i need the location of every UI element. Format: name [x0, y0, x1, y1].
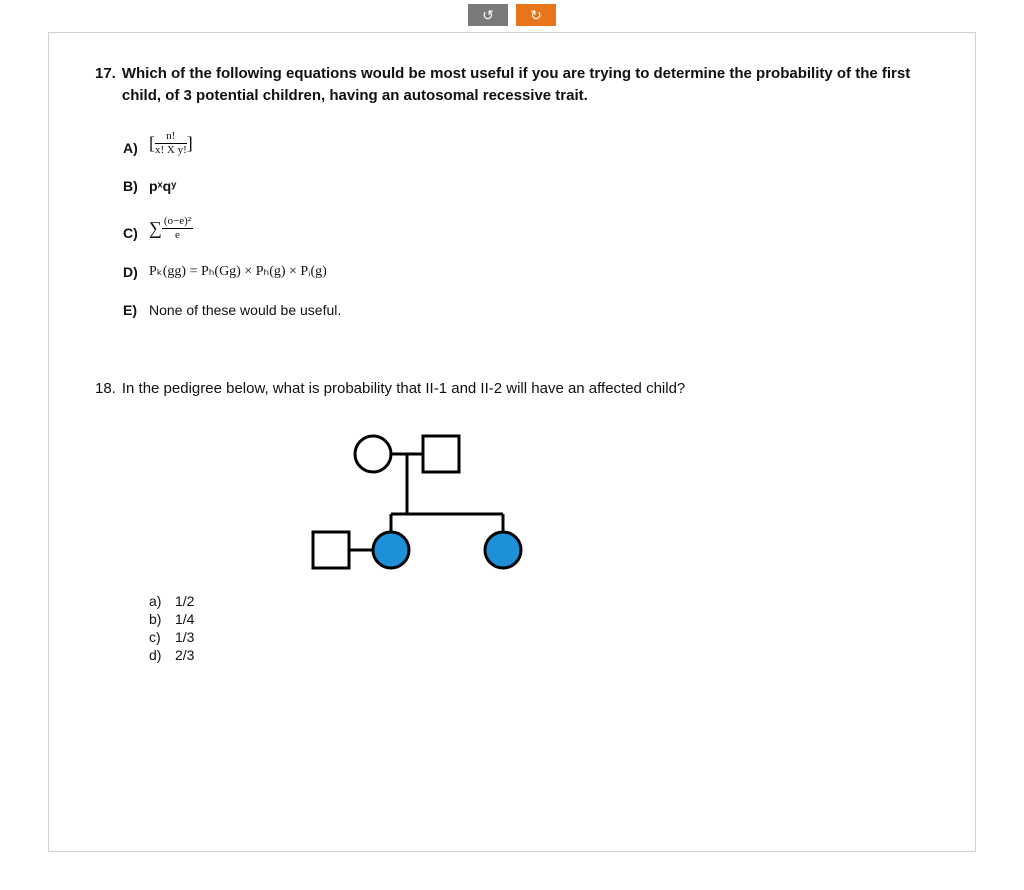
undo-icon: ↺ — [482, 7, 494, 24]
q17-option-a[interactable]: A) [n!x! X y!] — [123, 131, 915, 156]
question-18: 18. In the pedigree below, what is proba… — [95, 378, 915, 664]
q18-option-c[interactable]: c) 1/3 — [149, 629, 915, 645]
option-label: E) — [123, 302, 149, 318]
q18-options: a) 1/2 b) 1/4 c) 1/3 d) 2/3 — [149, 593, 915, 663]
option-label: B) — [123, 178, 149, 194]
q17-text: Which of the following equations would b… — [122, 63, 915, 107]
option-label: A) — [123, 140, 149, 156]
option-label: b) — [149, 611, 175, 627]
q18-number: 18. — [95, 378, 116, 401]
option-label: d) — [149, 647, 175, 663]
q18-option-a[interactable]: a) 1/2 — [149, 593, 915, 609]
option-body: ∑(o−e)²e — [149, 216, 193, 241]
page: 17. Which of the following equations wou… — [48, 32, 976, 852]
redo-icon: ↻ — [530, 7, 542, 24]
option-label: D) — [123, 264, 149, 280]
q17-stem: 17. Which of the following equations wou… — [95, 63, 915, 107]
q17-number: 17. — [95, 63, 116, 107]
q17-option-b[interactable]: B) pˣqʸ — [123, 178, 915, 194]
option-body: 1/2 — [175, 593, 194, 609]
q17-option-e[interactable]: E) None of these would be useful. — [123, 302, 915, 318]
q18-text: In the pedigree below, what is probabili… — [122, 378, 685, 401]
q18-option-d[interactable]: d) 2/3 — [149, 647, 915, 663]
option-body: pˣqʸ — [149, 178, 176, 194]
q17-option-d[interactable]: D) Pₖ(gg) = Pₕ(Gg) × Pₕ(g) × Pᵢ(g) — [123, 263, 915, 280]
option-body: 1/3 — [175, 629, 194, 645]
q17-options: A) [n!x! X y!] B) pˣqʸ C) ∑(o−e)²e D) Pₖ… — [123, 131, 915, 318]
question-17: 17. Which of the following equations wou… — [95, 63, 915, 318]
q17-option-c[interactable]: C) ∑(o−e)²e — [123, 216, 915, 241]
undo-button[interactable]: ↺ — [468, 4, 508, 26]
option-body: 2/3 — [175, 647, 194, 663]
option-body: [n!x! X y!] — [149, 131, 193, 156]
q18-option-b[interactable]: b) 1/4 — [149, 611, 915, 627]
option-label: c) — [149, 629, 175, 645]
option-body: 1/4 — [175, 611, 194, 627]
toolbar: ↺ ↻ — [0, 0, 1024, 32]
pedigree-svg — [295, 414, 555, 574]
q18-stem: 18. In the pedigree below, what is proba… — [95, 378, 915, 401]
option-label: a) — [149, 593, 175, 609]
pedigree-diagram — [295, 414, 915, 579]
option-body: None of these would be useful. — [149, 302, 341, 318]
option-body: Pₖ(gg) = Pₕ(Gg) × Pₕ(g) × Pᵢ(g) — [149, 263, 327, 280]
redo-button[interactable]: ↻ — [516, 4, 556, 26]
option-label: C) — [123, 225, 149, 241]
